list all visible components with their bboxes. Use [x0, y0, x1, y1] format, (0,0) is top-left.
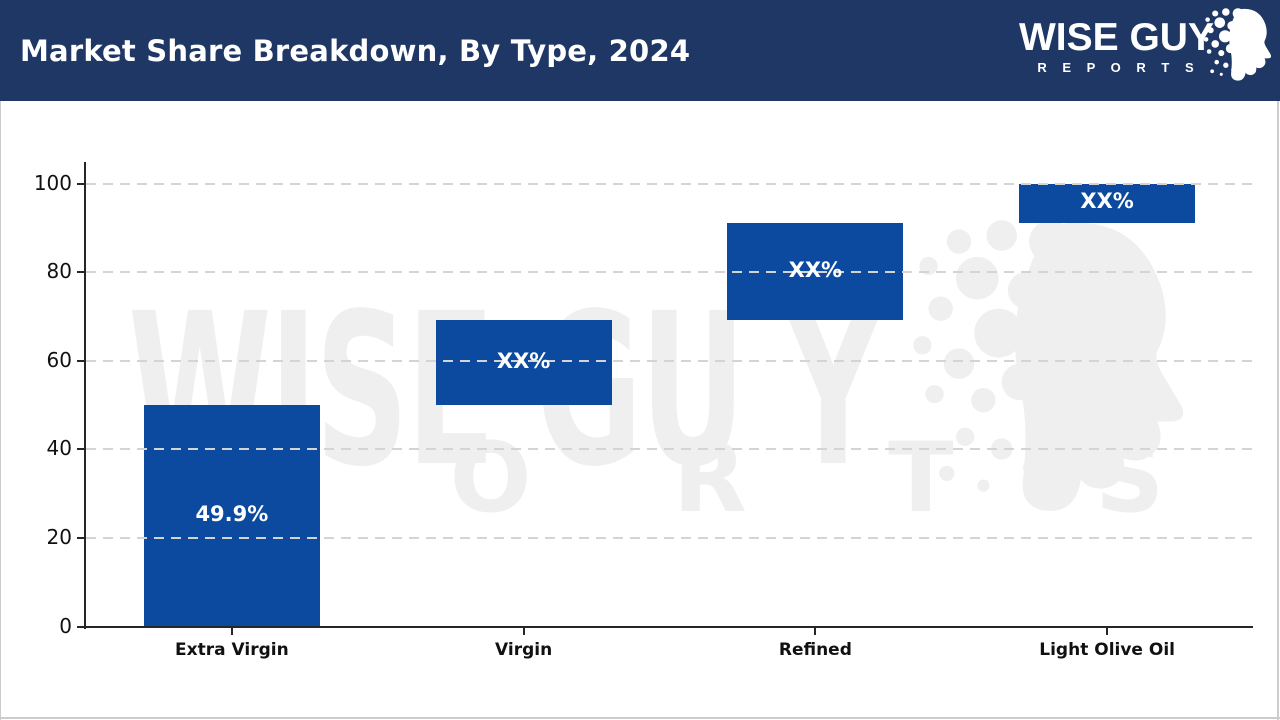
y-tick-label: 80 — [46, 259, 72, 284]
page-title: Market Share Breakdown, By Type, 2024 — [20, 33, 691, 68]
y-tick — [77, 359, 84, 362]
gridline — [86, 182, 1253, 185]
gridline — [86, 271, 1253, 274]
x-tick-label: Light Olive Oil — [1039, 640, 1175, 660]
watermark-head-icon — [913, 220, 1184, 511]
bar — [1019, 183, 1196, 224]
y-tick-label: 20 — [46, 524, 72, 549]
left-hairline — [0, 101, 1, 720]
y-axis-line — [84, 162, 86, 629]
watermark-subtext: P O R T S — [238, 422, 1219, 534]
bar-value-label: 49.9% — [195, 501, 269, 526]
logo-subtext: R E P O R T S — [1037, 59, 1200, 75]
logo-wordmark: WISE GUY — [1018, 16, 1214, 59]
x-tick-label: Extra Virgin — [175, 640, 289, 660]
x-tick — [522, 627, 525, 635]
bar — [143, 405, 320, 627]
y-tick-label: 40 — [46, 436, 72, 461]
gridline — [86, 536, 1253, 539]
gridline — [86, 448, 1253, 451]
y-tick-label: 0 — [59, 613, 72, 638]
y-tick-label: 60 — [46, 347, 72, 372]
gridline — [86, 359, 1253, 362]
x-tick-label: Refined — [778, 640, 852, 660]
header-bar: Market Share Breakdown, By Type, 2024 WI… — [0, 0, 1280, 101]
y-tick-label: 100 — [33, 170, 72, 195]
x-tick-label: Virgin — [495, 640, 553, 660]
wiseguy-logo: WISE GUY R E P O R T S — [1019, 0, 1280, 101]
x-tick — [1106, 627, 1109, 635]
bar — [435, 319, 612, 406]
bar-value-label: XX% — [788, 257, 843, 282]
y-tick — [77, 536, 84, 539]
logo-head-icon — [1203, 8, 1272, 81]
right-hairline — [1277, 101, 1279, 720]
bar-value-label: XX% — [496, 348, 551, 373]
bar-value-label: XX% — [1080, 189, 1134, 214]
bottom-hairline — [0, 717, 1280, 719]
x-tick — [814, 627, 817, 635]
y-tick — [77, 271, 84, 274]
y-tick — [77, 448, 84, 451]
y-tick — [77, 182, 84, 185]
y-tick — [77, 625, 84, 628]
x-axis-line — [84, 625, 1253, 628]
x-tick — [230, 627, 233, 635]
logo-text: WISE GUY R E P O R T S — [1018, 16, 1214, 75]
